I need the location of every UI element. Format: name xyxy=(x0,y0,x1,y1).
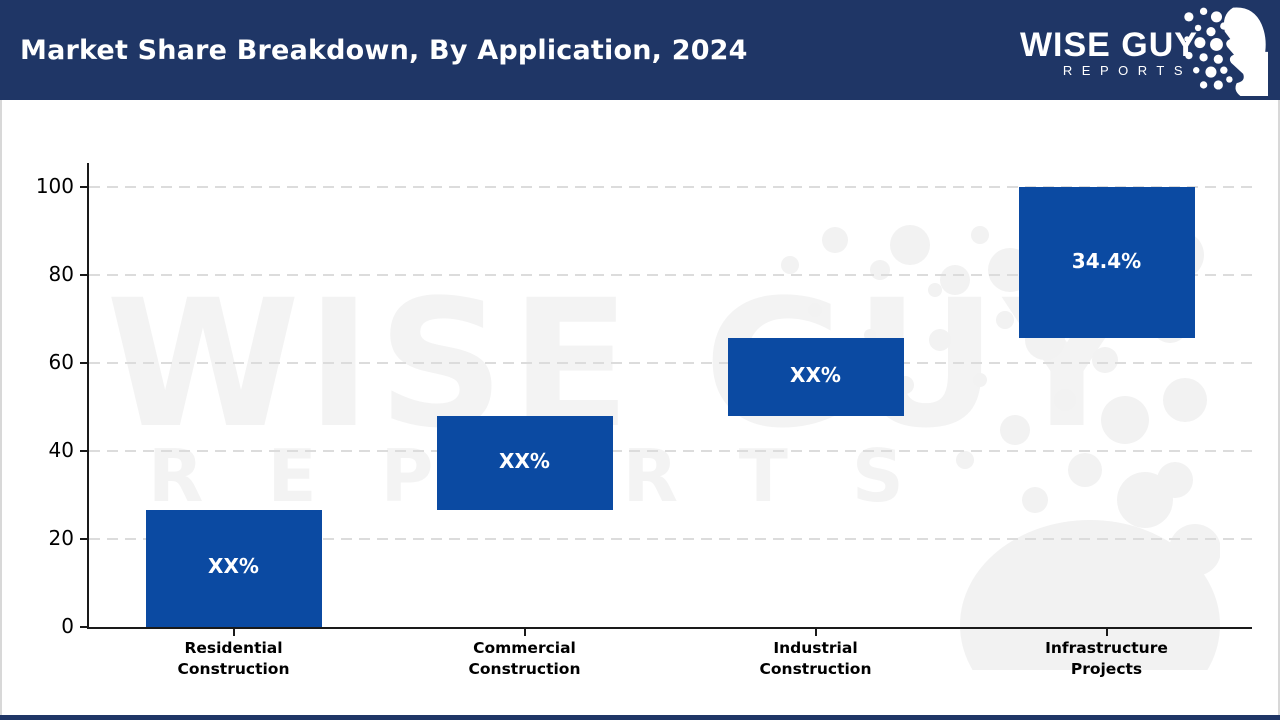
y-tick-label: 60 xyxy=(48,350,74,374)
gridline-20 xyxy=(89,538,1252,540)
category-label: Residential Construction xyxy=(114,638,354,680)
bar-value-label: 34.4% xyxy=(1071,248,1142,273)
category-label-line: Industrial xyxy=(773,639,858,657)
brand-subname: REPORTS xyxy=(1062,63,1192,78)
bar-value-label: XX% xyxy=(499,448,550,473)
watermark-brand-text: WISE GUY xyxy=(106,262,1137,467)
y-tick-label: 0 xyxy=(61,614,74,638)
category-label-line: Construction xyxy=(177,660,290,678)
bar-segment xyxy=(145,509,322,627)
footer-bar xyxy=(0,715,1280,720)
y-tick-label: 100 xyxy=(35,174,74,198)
y-tick-80 xyxy=(80,274,88,276)
category-label: Infrastructure Projects xyxy=(987,638,1227,680)
x-tick xyxy=(232,629,235,636)
y-tick-100 xyxy=(80,186,88,188)
brand-logo: WISE GUY REPORTS xyxy=(1008,0,1268,100)
gridline-100 xyxy=(89,186,1252,188)
y-axis-line xyxy=(87,163,89,629)
bar-segment xyxy=(436,415,613,510)
y-tick-label: 40 xyxy=(48,438,74,462)
category-label-line: Projects xyxy=(1070,660,1143,678)
brand-name: WISE GUY xyxy=(1019,26,1198,64)
y-tick-20 xyxy=(80,538,88,540)
y-tick-60 xyxy=(80,362,88,364)
bar-value-label: XX% xyxy=(790,363,841,388)
face-logo-icon xyxy=(1184,7,1268,96)
bar-value-label: XX% xyxy=(208,554,259,579)
y-tick-0 xyxy=(80,626,88,628)
category-label: Commercial Construction xyxy=(405,638,645,680)
y-tick-label: 20 xyxy=(48,526,74,550)
y-tick-label: 80 xyxy=(48,262,74,286)
category-label-line: Commercial xyxy=(473,639,576,657)
category-label-line: Residential xyxy=(184,639,283,657)
category-label-line: Infrastructure xyxy=(1045,639,1168,657)
bar-segment xyxy=(727,338,904,416)
y-tick-40 xyxy=(80,450,88,452)
x-tick xyxy=(814,629,817,636)
category-label: Industrial Construction xyxy=(696,638,936,680)
page-title: Market Share Breakdown, By Application, … xyxy=(20,34,748,66)
category-label-line: Construction xyxy=(468,660,581,678)
bar-segment xyxy=(1018,187,1195,339)
x-tick xyxy=(523,629,526,636)
category-label-line: Construction xyxy=(759,660,872,678)
gridline-40 xyxy=(89,450,1252,452)
right-border xyxy=(1278,100,1280,720)
gridline-80 xyxy=(89,274,1252,276)
header-bar: Market Share Breakdown, By Application, … xyxy=(0,0,1280,100)
left-border xyxy=(0,100,2,720)
x-axis-line xyxy=(87,627,1252,629)
gridline-60 xyxy=(89,362,1252,364)
x-tick xyxy=(1105,629,1108,636)
